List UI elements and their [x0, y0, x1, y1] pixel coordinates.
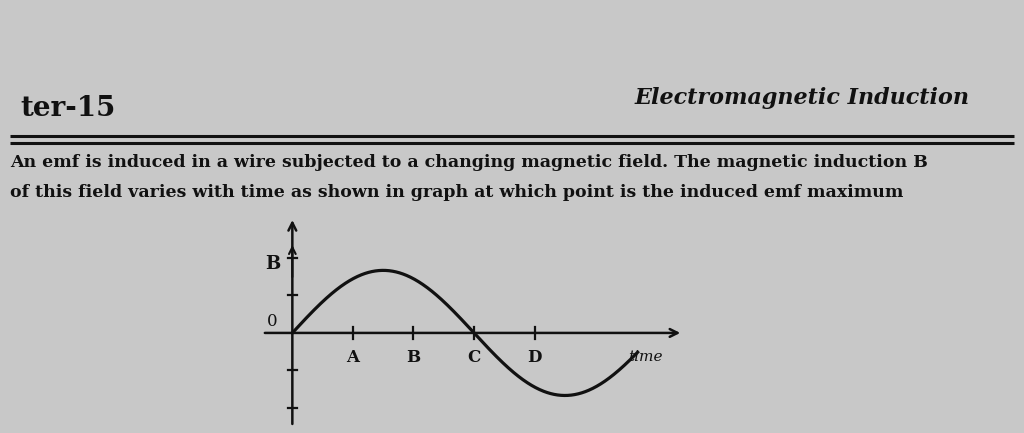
Text: 0: 0: [266, 313, 278, 330]
Text: B: B: [407, 349, 421, 365]
Text: C: C: [467, 349, 480, 365]
Text: time: time: [629, 350, 663, 365]
Text: B: B: [265, 255, 281, 273]
Text: ter-15: ter-15: [20, 95, 116, 122]
Text: of this field varies with time as shown in graph at which point is the induced e: of this field varies with time as shown …: [10, 184, 903, 201]
Text: D: D: [527, 349, 542, 365]
Text: An emf is induced in a wire subjected to a changing magnetic field. The magnetic: An emf is induced in a wire subjected to…: [10, 154, 928, 171]
Text: Electromagnetic Induction: Electromagnetic Induction: [635, 87, 970, 109]
Text: A: A: [346, 349, 359, 365]
